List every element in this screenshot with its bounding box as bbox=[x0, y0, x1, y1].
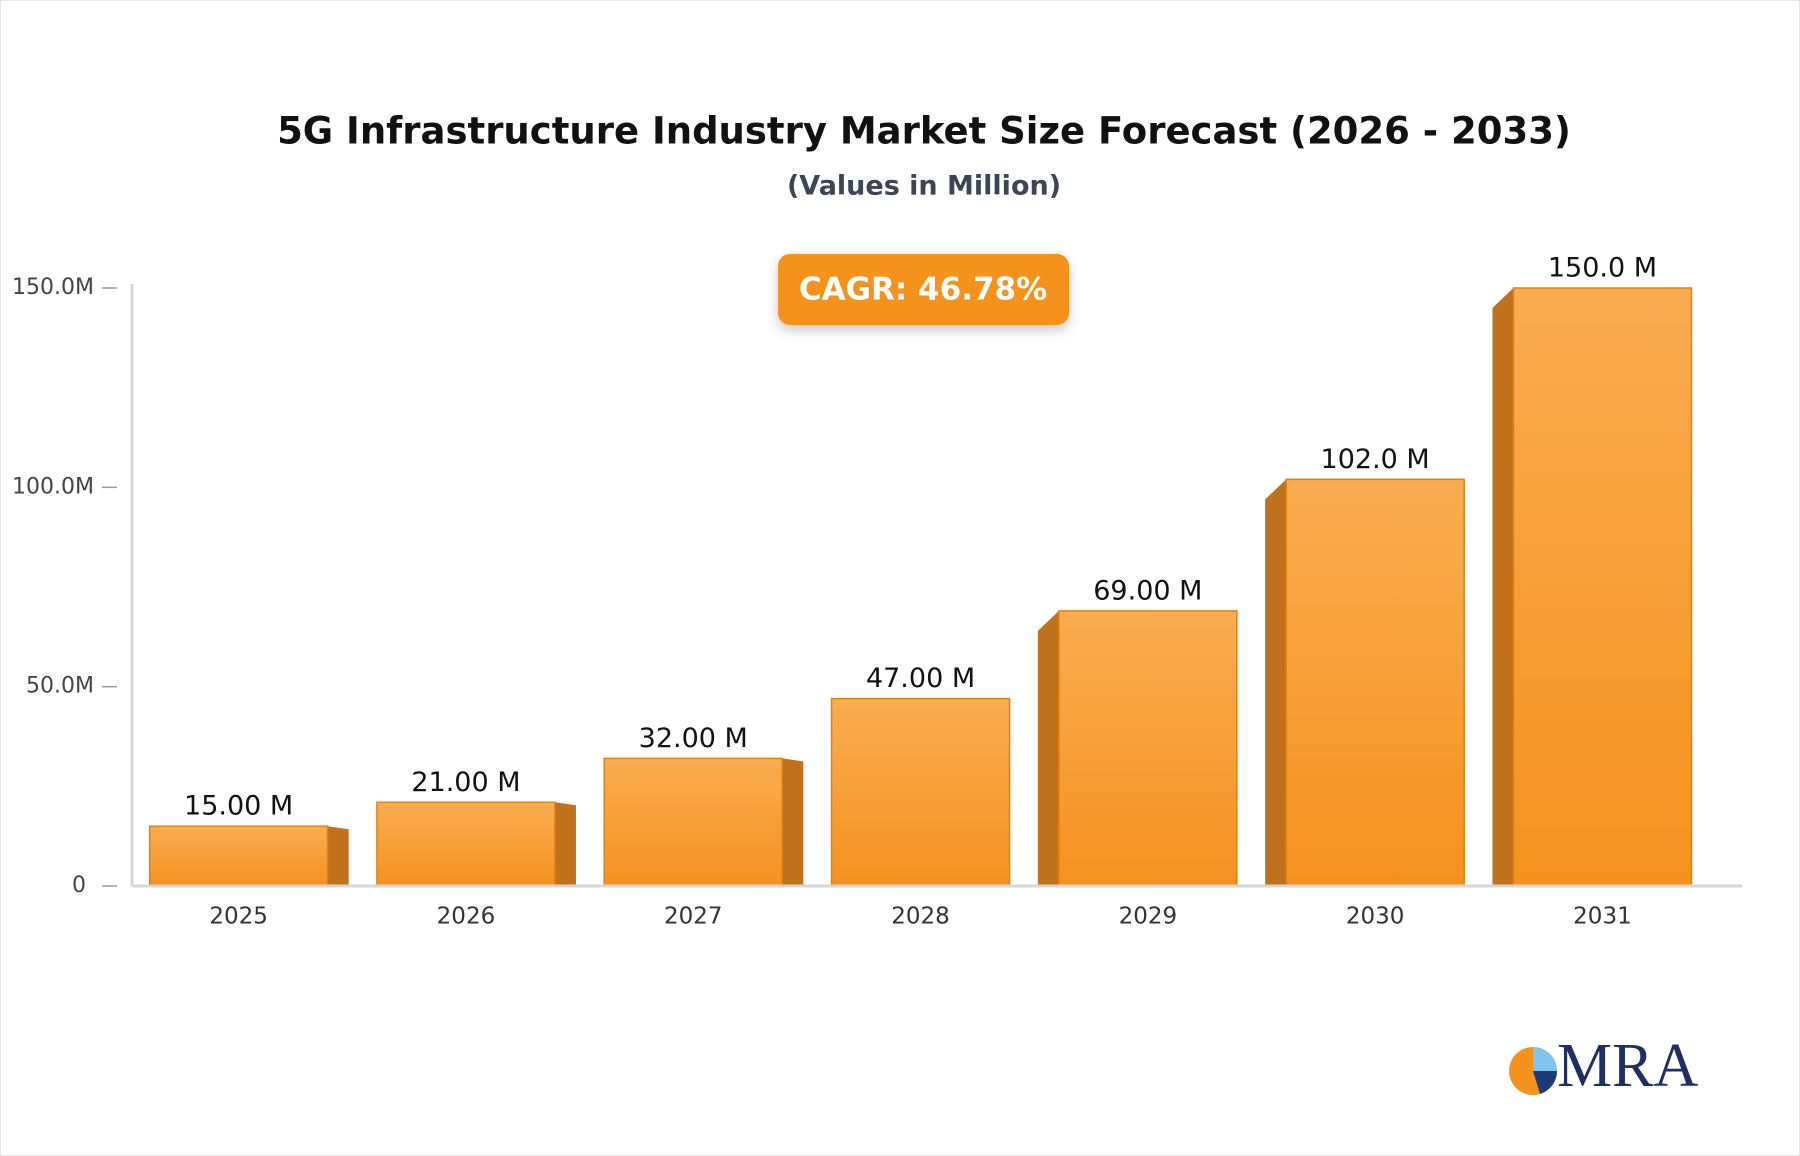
cagr-text: CAGR: 46.78% bbox=[799, 272, 1047, 308]
y-tick-label: 100.0M bbox=[12, 474, 94, 499]
value-label: 47.00 M bbox=[866, 663, 975, 694]
bar bbox=[1512, 287, 1693, 887]
bar-side bbox=[327, 826, 349, 886]
value-label: 32.00 M bbox=[639, 723, 748, 754]
bar bbox=[1058, 610, 1238, 887]
logo-slice bbox=[1533, 1071, 1558, 1094]
bar bbox=[603, 757, 783, 887]
cagr-box bbox=[778, 254, 1069, 325]
x-tick-label: 2030 bbox=[1346, 904, 1405, 930]
chart-title: 5G Infrastructure Industry Market Size F… bbox=[277, 110, 1571, 153]
bar bbox=[1285, 478, 1465, 887]
value-label: 150.0 M bbox=[1548, 253, 1657, 284]
x-tick-label: 2025 bbox=[209, 904, 268, 930]
y-tick-label: 0 bbox=[72, 873, 86, 898]
chart-subtitle: (Values in Million) bbox=[787, 171, 1061, 202]
bar-side bbox=[1265, 479, 1287, 886]
logo: MRA bbox=[1509, 1032, 1698, 1100]
x-tick-label: 2029 bbox=[1119, 904, 1178, 930]
bar-side bbox=[1037, 610, 1059, 886]
bar bbox=[830, 697, 1011, 887]
bar bbox=[376, 801, 556, 887]
bar-side bbox=[782, 758, 804, 886]
value-label: 15.00 M bbox=[184, 791, 293, 822]
logo-slice bbox=[1533, 1047, 1557, 1071]
x-tick-label: 2031 bbox=[1573, 904, 1632, 930]
x-tick-label: 2026 bbox=[437, 904, 496, 930]
x-tick-label: 2028 bbox=[891, 904, 950, 930]
value-label: 102.0 M bbox=[1321, 444, 1430, 475]
cagr-badge: CAGR: 46.78% bbox=[778, 254, 1069, 325]
bar bbox=[148, 825, 329, 887]
y-tick-label: 50.0M bbox=[26, 674, 94, 699]
x-tick-label: 2027 bbox=[664, 904, 723, 930]
bar-side bbox=[554, 802, 576, 886]
value-label: 69.00 M bbox=[1093, 575, 1202, 606]
bar-side bbox=[1492, 288, 1514, 886]
y-tick-label: 150.0M bbox=[12, 275, 94, 300]
value-label: 21.00 M bbox=[411, 767, 520, 798]
logo-text: MRA bbox=[1557, 1032, 1698, 1100]
